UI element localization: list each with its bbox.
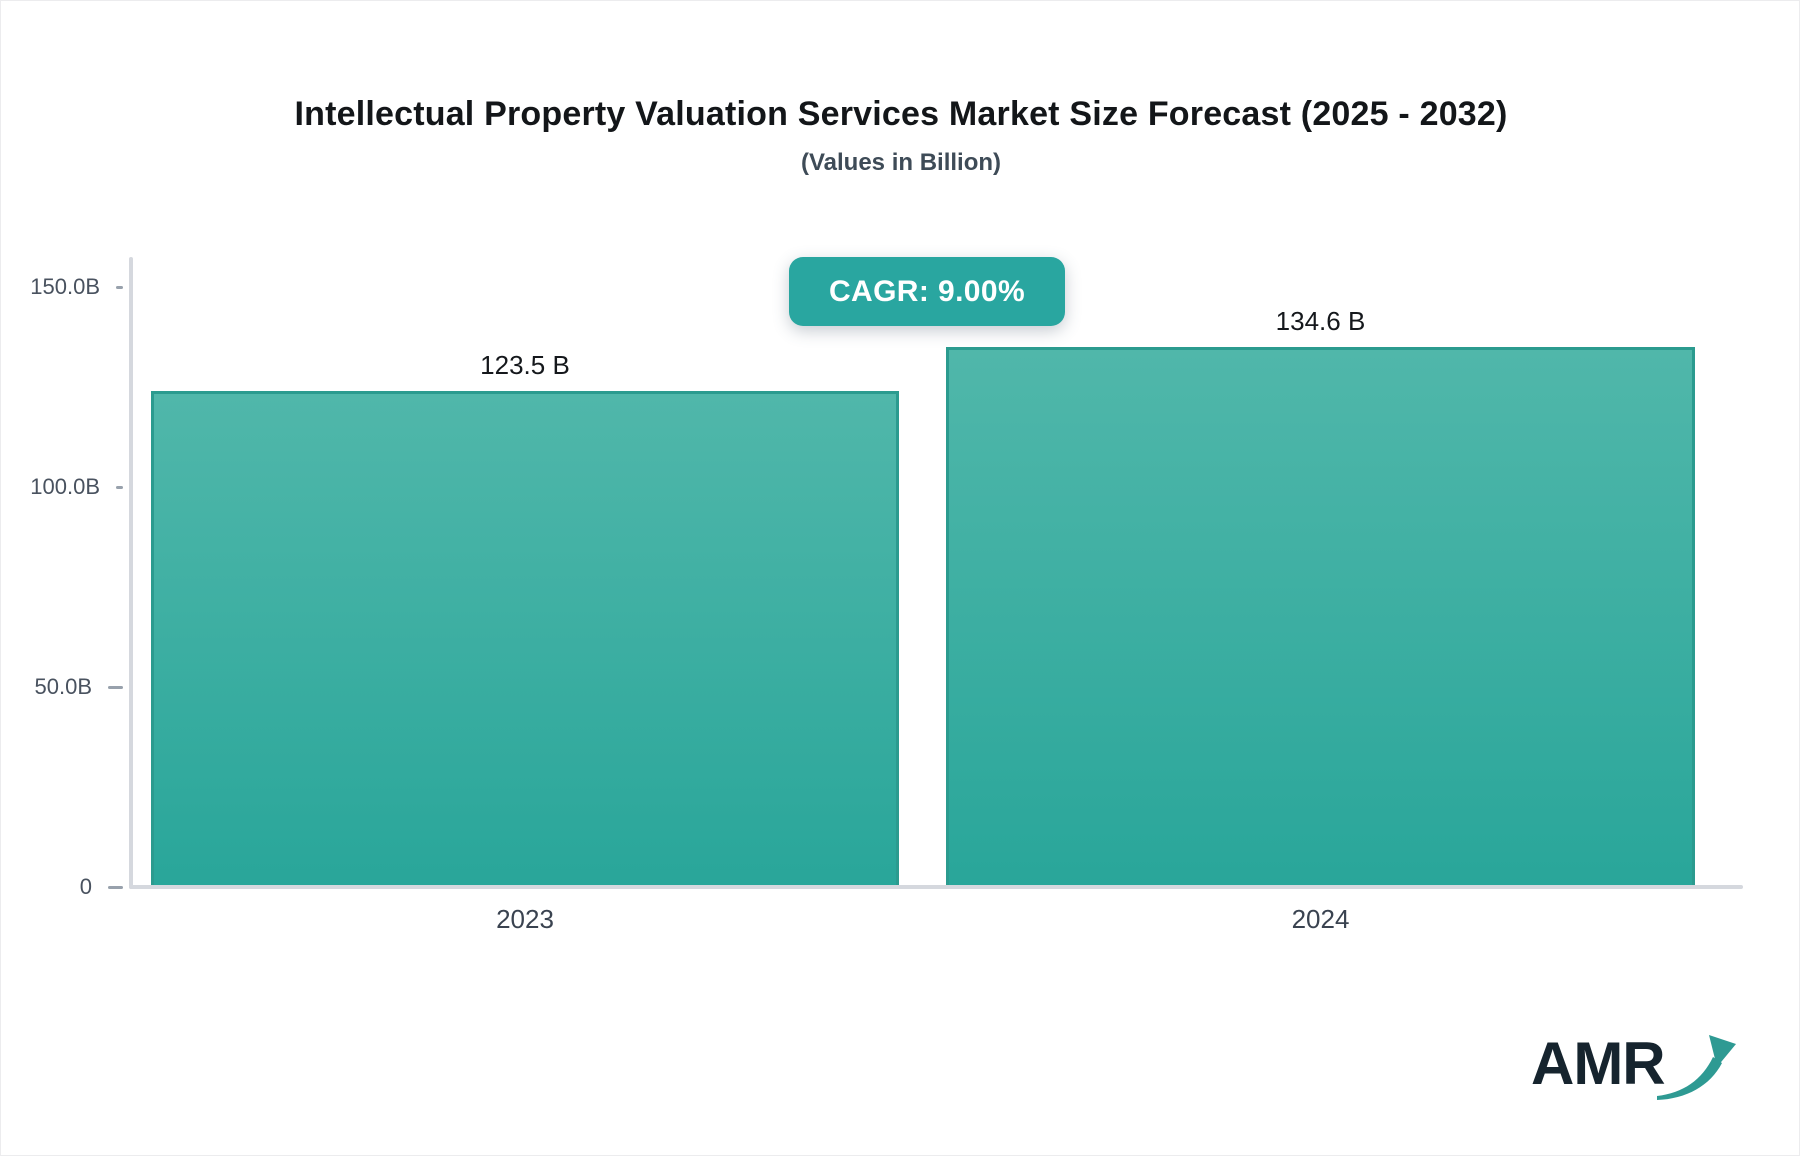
x-axis-label-2023: 2023 <box>496 904 554 934</box>
y-axis-tick-0: 0 <box>1 874 123 900</box>
y-axis-tick-mark <box>108 685 123 689</box>
y-axis-tick-label: 50.0B <box>34 674 93 699</box>
y-axis-tick-label: 100.0B <box>30 474 100 499</box>
y-axis-tick-mark <box>108 885 123 889</box>
y-axis-line <box>129 257 133 889</box>
bar-value-label-2024: 134.6 B <box>1275 305 1366 336</box>
y-axis-tick-mark <box>116 485 123 489</box>
bar-value-label-2023: 123.5 B <box>480 350 570 380</box>
bar-2024 <box>946 346 1695 885</box>
y-axis-tick-label: 0 <box>79 874 92 899</box>
y-axis-tick-mark <box>116 285 123 289</box>
growth-arrow-icon <box>1656 1035 1736 1100</box>
y-axis-tick-100: 100.0B <box>1 474 123 500</box>
x-axis-line <box>129 885 1743 889</box>
x-axis-label-2024: 2024 <box>1291 904 1350 934</box>
bar-2023 <box>151 391 899 885</box>
cagr-badge: CAGR: 9.00% <box>789 257 1065 326</box>
chart-subtitle: (Values in Billion) <box>800 149 1002 176</box>
y-axis-tick-150: 150.0B <box>1 274 123 300</box>
brand-logo-text: AMR <box>1531 1030 1666 1097</box>
y-axis-tick-label: 150.0B <box>30 274 100 299</box>
brand-logo: AMR <box>1531 1031 1737 1103</box>
y-axis-tick-50: 50.0B <box>1 674 123 700</box>
chart-title: Intellectual Property Valuation Services… <box>294 95 1508 133</box>
